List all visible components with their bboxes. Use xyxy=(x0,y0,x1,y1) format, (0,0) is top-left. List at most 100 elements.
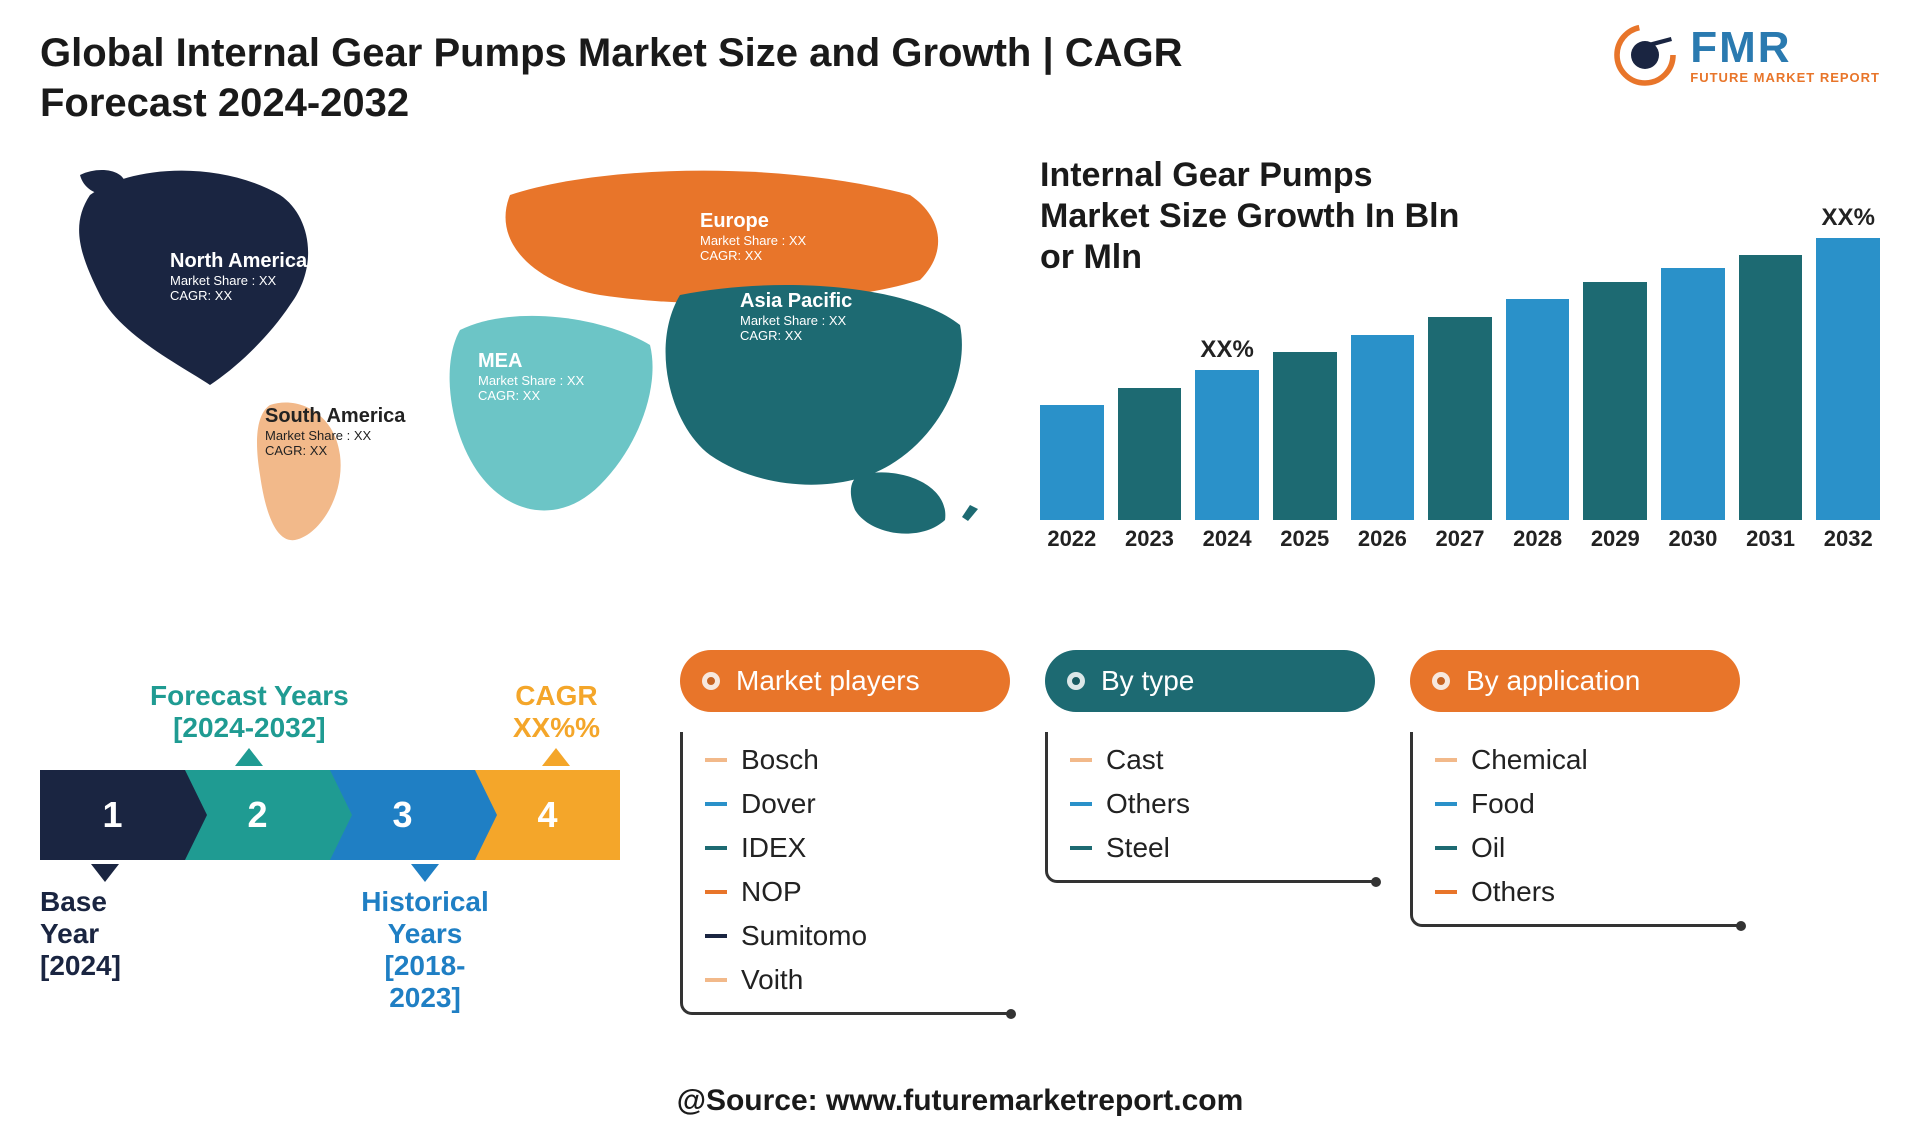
bar-2028: 2028 xyxy=(1506,299,1570,520)
list-item: Sumitomo xyxy=(705,914,1010,958)
list-item-label: Oil xyxy=(1471,832,1505,864)
world-map: North AmericaMarket Share : XXCAGR: XX So… xyxy=(40,155,980,545)
fmr-logo-icon xyxy=(1610,20,1680,90)
bar-year-label: 2031 xyxy=(1746,526,1795,552)
source-attribution: @Source: www.futuremarketreport.com xyxy=(0,1084,1920,1118)
list-item: Voith xyxy=(705,958,1010,1002)
bar-2029: 2029 xyxy=(1583,282,1647,520)
category-application: By application Chemical Food Oil Others xyxy=(1410,650,1740,927)
list-item: Others xyxy=(1435,870,1740,914)
cagr-value: XX%% xyxy=(513,712,600,744)
category-title: Market players xyxy=(736,665,920,697)
category-title: By application xyxy=(1466,665,1640,697)
timeline-legend: Forecast Years [2024-2032] CAGR XX%% 123… xyxy=(40,680,620,1014)
pill-dot-icon xyxy=(1067,672,1085,690)
tick-icon xyxy=(1435,758,1457,762)
bar-rect xyxy=(1739,255,1803,520)
map-label-eu: EuropeMarket Share : XXCAGR: XX xyxy=(700,210,806,263)
list-item-label: Voith xyxy=(741,964,803,996)
bar-year-label: 2025 xyxy=(1280,526,1329,552)
bar-year-label: 2028 xyxy=(1513,526,1562,552)
map-label-mea: MEAMarket Share : XXCAGR: XX xyxy=(478,350,584,403)
bar-rect xyxy=(1816,238,1880,520)
bar-2030: 2030 xyxy=(1661,268,1725,520)
logo-text-main: FMR xyxy=(1690,26,1880,70)
tick-icon xyxy=(705,890,727,894)
list-item-label: Steel xyxy=(1106,832,1170,864)
tick-icon xyxy=(1070,802,1092,806)
category-players: Market players Bosch Dover IDEX NOP Sumitomo V… xyxy=(680,650,1010,1015)
list-item-label: IDEX xyxy=(741,832,806,864)
bar-rect xyxy=(1040,405,1104,520)
bar-year-label: 2027 xyxy=(1436,526,1485,552)
timeline-segment-1: 1 xyxy=(40,770,185,860)
page-title: Global Internal Gear Pumps Market Size a… xyxy=(40,28,1340,128)
list-item-label: Others xyxy=(1471,876,1555,908)
list-item: Chemical xyxy=(1435,738,1740,782)
base-range: [2024] xyxy=(40,950,170,982)
list-item: IDEX xyxy=(705,826,1010,870)
category-type: By typeCastOthersSteel xyxy=(1045,650,1375,883)
list-item: Dover xyxy=(705,782,1010,826)
category-title: By type xyxy=(1101,665,1194,697)
pill-dot-icon xyxy=(1432,672,1450,690)
map-label-sa: South AmericaMarket Share : XXCAGR: XX xyxy=(265,405,405,458)
map-label-ap: Asia PacificMarket Share : XXCAGR: XX xyxy=(740,290,852,343)
bar-year-label: 2030 xyxy=(1668,526,1717,552)
tick-icon xyxy=(1435,846,1457,850)
list-item: Food xyxy=(1435,782,1740,826)
bar-2027: 2027 xyxy=(1428,317,1492,520)
list-item-label: Dover xyxy=(741,788,816,820)
bar-rect xyxy=(1428,317,1492,520)
bar-year-label: 2023 xyxy=(1125,526,1174,552)
category-list: Chemical Food Oil Others xyxy=(1410,732,1740,927)
hist-label: Historical Years xyxy=(360,886,490,950)
pill-dot-icon xyxy=(702,672,720,690)
bar-annotation: XX% xyxy=(1200,336,1253,364)
list-item: Oil xyxy=(1435,826,1740,870)
category-pill-players: Market players xyxy=(680,650,1010,712)
forecast-label: Forecast Years xyxy=(150,680,349,712)
list-item-label: Food xyxy=(1471,788,1535,820)
bar-rect xyxy=(1506,299,1570,520)
list-item-label: NOP xyxy=(741,876,802,908)
tick-icon xyxy=(1070,846,1092,850)
bar-annotation: XX% xyxy=(1822,204,1875,232)
bar-2024: XX%2024 xyxy=(1195,336,1259,520)
bar-year-label: 2022 xyxy=(1047,526,1096,552)
bar-2025: 2025 xyxy=(1273,352,1337,520)
map-label-na: North AmericaMarket Share : XXCAGR: XX xyxy=(170,250,307,303)
bar-year-label: 2026 xyxy=(1358,526,1407,552)
base-label: Base Year xyxy=(40,886,170,950)
cagr-label: CAGR xyxy=(513,680,600,712)
bar-rect xyxy=(1118,388,1182,520)
tick-icon xyxy=(1435,802,1457,806)
tick-icon xyxy=(705,758,727,762)
bar-rect xyxy=(1273,352,1337,520)
fmr-logo: FMR FUTURE MARKET REPORT xyxy=(1610,20,1880,90)
list-item: NOP xyxy=(705,870,1010,914)
tick-icon xyxy=(1070,758,1092,762)
list-item-label: Bosch xyxy=(741,744,819,776)
bar-year-label: 2029 xyxy=(1591,526,1640,552)
bar-2023: 2023 xyxy=(1118,388,1182,520)
hist-range: [2018-2023] xyxy=(360,950,490,1014)
tick-icon xyxy=(1435,890,1457,894)
logo-text-sub: FUTURE MARKET REPORT xyxy=(1690,70,1880,85)
list-item-label: Others xyxy=(1106,788,1190,820)
bar-year-label: 2032 xyxy=(1824,526,1873,552)
list-item: Bosch xyxy=(705,738,1010,782)
bar-2022: 2022 xyxy=(1040,405,1104,520)
bar-rect xyxy=(1583,282,1647,520)
tick-icon xyxy=(705,802,727,806)
tick-icon xyxy=(705,846,727,850)
category-list: CastOthersSteel xyxy=(1045,732,1375,883)
bar-rect xyxy=(1195,370,1259,520)
list-item: Others xyxy=(1070,782,1375,826)
bar-year-label: 2024 xyxy=(1203,526,1252,552)
category-pill-application: By application xyxy=(1410,650,1740,712)
growth-bar-chart: Internal Gear Pumps Market Size Growth I… xyxy=(1030,155,1880,555)
category-pill-type: By type xyxy=(1045,650,1375,712)
forecast-range: [2024-2032] xyxy=(150,712,349,744)
bar-rect xyxy=(1661,268,1725,520)
